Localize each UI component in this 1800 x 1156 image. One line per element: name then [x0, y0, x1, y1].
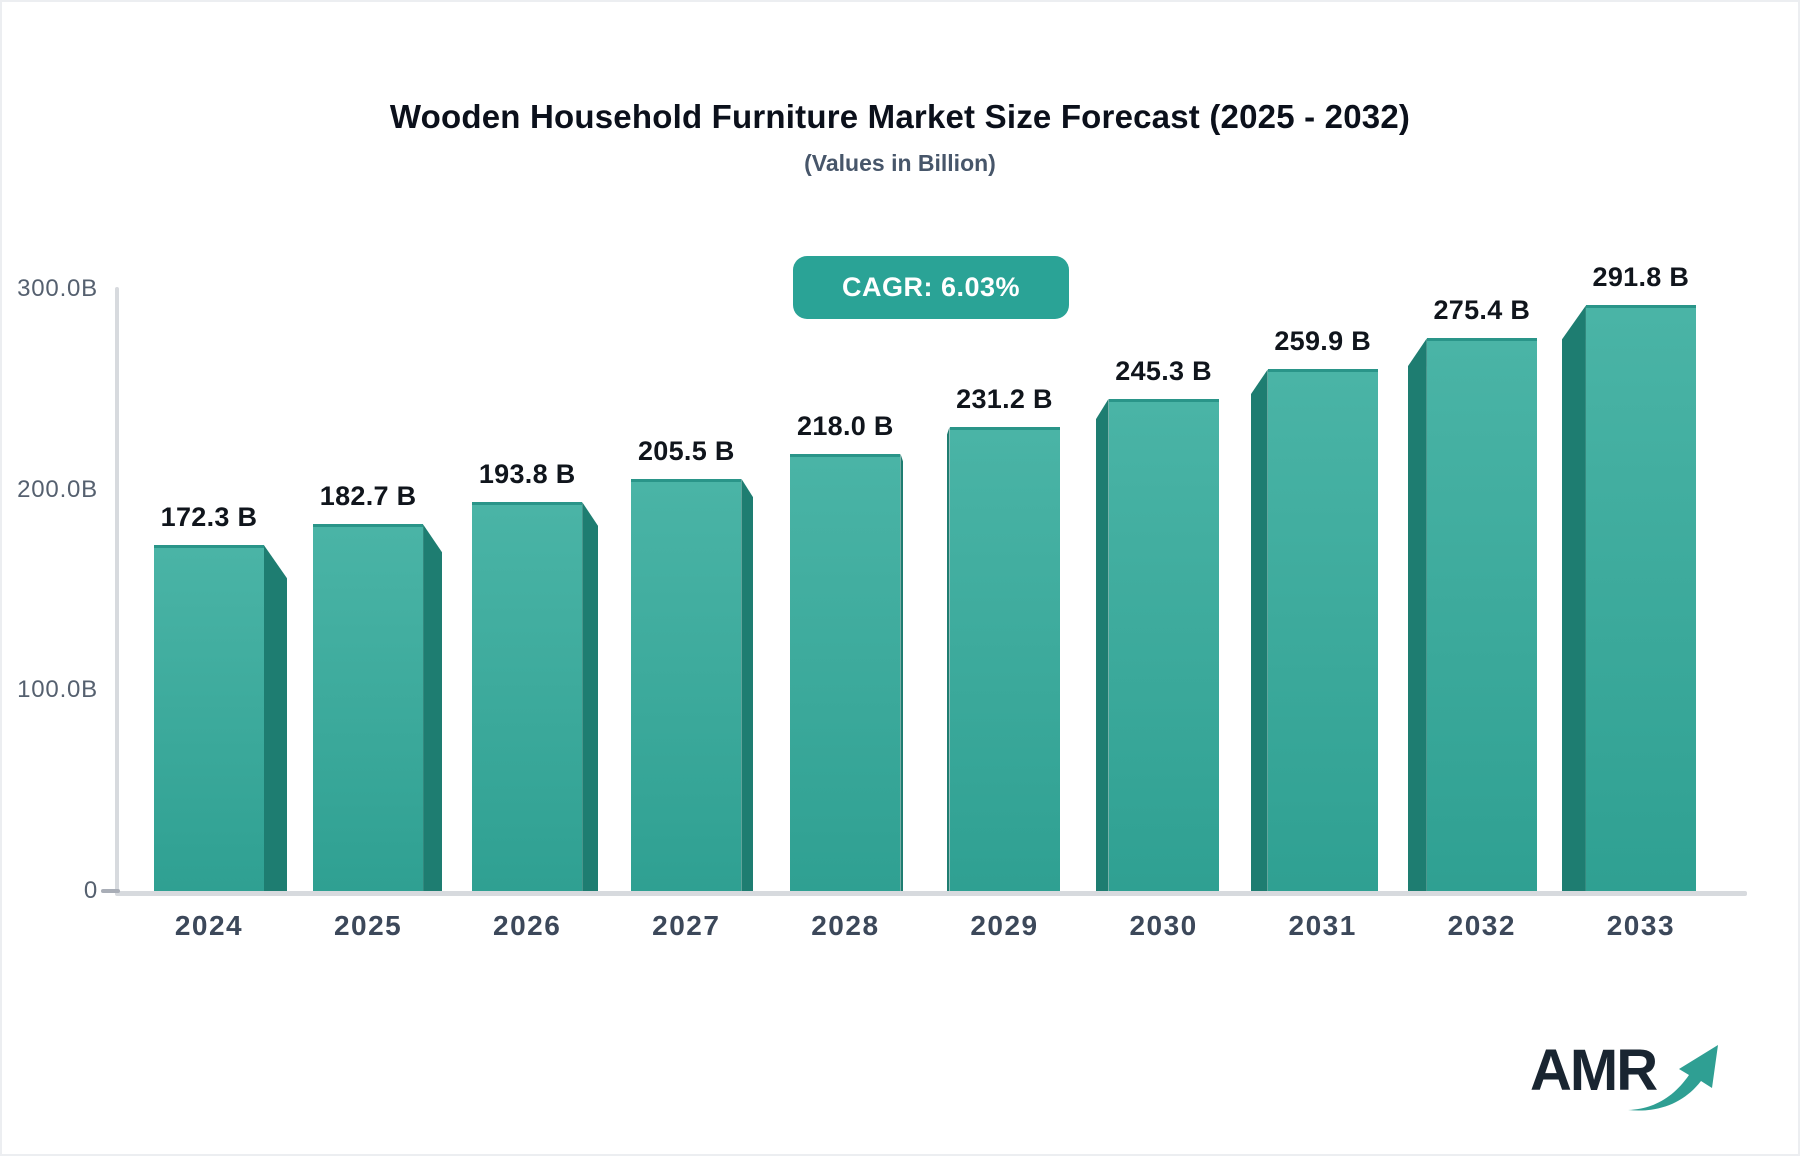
x-tick-label: 2024 [174, 910, 244, 941]
x-tick-label: 2028 [811, 910, 880, 941]
chart-title: Wooden Household Furniture Market Size F… [389, 98, 1411, 135]
bar-2024 [154, 545, 264, 891]
bar-2030 [1108, 398, 1219, 891]
bar-3d-side [946, 427, 950, 891]
x-axis-baseline [115, 891, 1747, 896]
y-tick-label: 300.0B [17, 275, 98, 302]
chart-subtitle: (Values in Billion) [804, 150, 996, 176]
bar-value-label: 275.4 B [1433, 295, 1531, 326]
zero-tick-mark [101, 889, 120, 893]
bar-2027 [631, 478, 742, 891]
x-tick-label: 2027 [652, 910, 721, 941]
cagr-badge: CAGR: 6.03% [793, 256, 1069, 319]
x-tick-label: 2026 [493, 910, 562, 941]
amr-logo-text: AMR [1530, 1038, 1658, 1103]
bar-2025 [313, 524, 424, 891]
bar-3d-side [1095, 398, 1109, 891]
y-axis-line [115, 287, 119, 895]
x-tick-label: 2033 [1606, 910, 1676, 941]
bar-2029 [949, 427, 1060, 891]
bar-value-label: 245.3 B [1115, 355, 1212, 386]
x-tick-label: 2029 [970, 910, 1039, 941]
bar-3d-side [1250, 369, 1268, 891]
growth-arrow-icon [1628, 1045, 1718, 1111]
cagr-badge-label: CAGR: 6.03% [841, 272, 1021, 302]
bar-value-label: 205.5 B [637, 435, 735, 466]
amr-logo: AMR [1530, 1037, 1730, 1117]
bar-value-label: 291.8 B [1592, 262, 1690, 293]
x-tick-label: 2025 [333, 910, 403, 941]
bar-value-label: 172.3 B [160, 502, 258, 533]
bar-3d-side [1561, 305, 1586, 891]
bar-3d-side [582, 502, 599, 891]
x-tick-label: 2031 [1288, 910, 1357, 941]
y-tick-label: 0 [83, 877, 98, 904]
bar-value-label: 259.9 B [1274, 326, 1372, 357]
bar-2032 [1426, 338, 1537, 891]
bar-2033 [1585, 305, 1696, 891]
bar-2031 [1267, 369, 1378, 891]
bar-value-label: 231.2 B [956, 384, 1053, 415]
x-tick-label: 2030 [1129, 910, 1198, 941]
bar-3d-side [264, 545, 287, 891]
bar-2026 [472, 502, 583, 891]
x-tick-label: 2032 [1447, 910, 1516, 941]
bar-3d-side [900, 453, 904, 891]
bar-3d-side [741, 478, 754, 891]
bar-value-label: 193.8 B [478, 459, 576, 490]
bar-2028 [790, 453, 901, 891]
bar-value-label: 218.0 B [797, 410, 894, 441]
y-tick-label: 100.0B [17, 676, 98, 704]
bar-3d-side [423, 524, 443, 891]
bar-value-label: 182.7 B [319, 481, 417, 512]
y-tick-label: 200.0B [17, 475, 98, 503]
bar-3d-side [1407, 338, 1427, 891]
